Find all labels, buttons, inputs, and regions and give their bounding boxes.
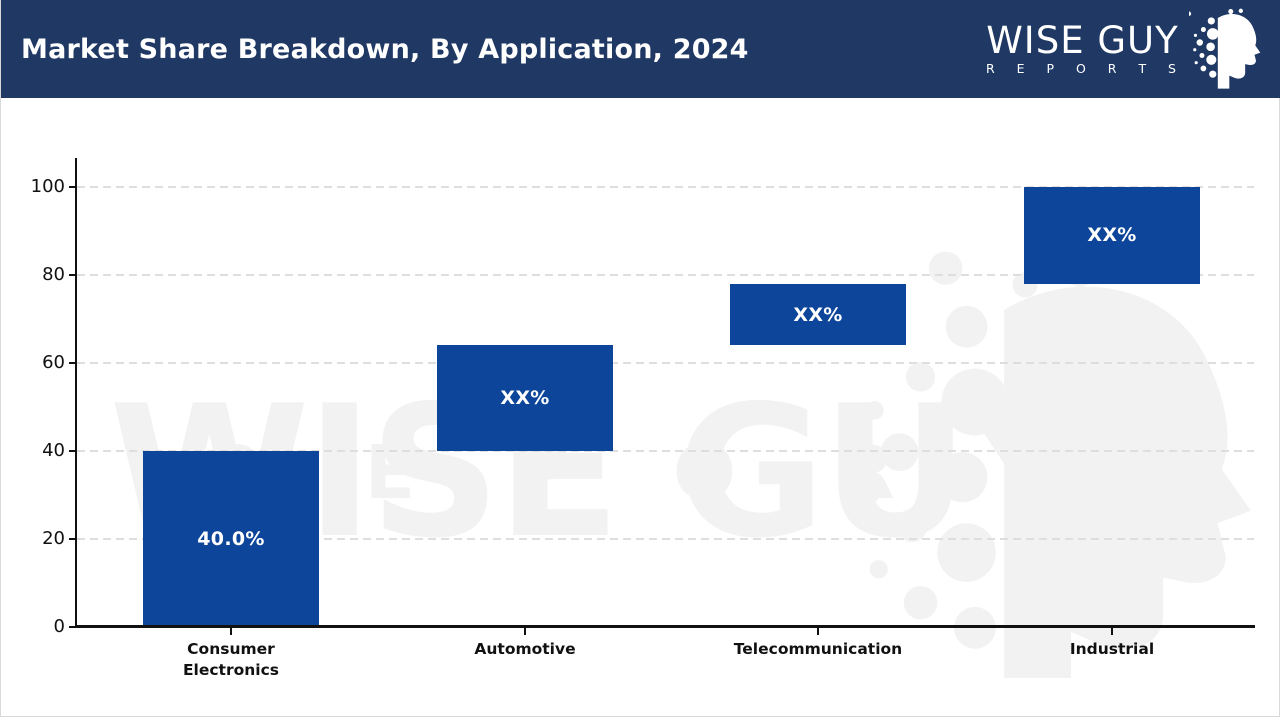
y-axis-tick bbox=[69, 274, 76, 276]
x-axis-line bbox=[75, 625, 1255, 628]
y-axis-line bbox=[75, 158, 77, 628]
brand-subname: R E P O R T S bbox=[985, 61, 1185, 77]
gridline bbox=[77, 450, 1254, 452]
x-axis-tick bbox=[817, 628, 819, 635]
gridline bbox=[77, 186, 1254, 188]
y-tick-label: 0 bbox=[53, 616, 65, 637]
x-axis-tick bbox=[1111, 628, 1113, 635]
y-tick-label: 80 bbox=[42, 264, 65, 285]
bar-telecommunication: XX% bbox=[730, 283, 906, 346]
y-axis-tick bbox=[69, 626, 76, 628]
gridline bbox=[77, 538, 1254, 540]
dotted-head-logo-icon bbox=[1189, 8, 1261, 89]
x-category-label: Automotive bbox=[474, 640, 576, 658]
bar-industrial: XX% bbox=[1024, 187, 1200, 284]
bar-automotive: XX% bbox=[437, 345, 613, 451]
header-bar: Market Share Breakdown, By Application, … bbox=[1, 0, 1280, 98]
watermark-head-icon bbox=[861, 251, 1251, 678]
brand-logo: WISE GUY R E P O R T S bbox=[980, 6, 1261, 92]
bar-value-label: 40.0% bbox=[197, 528, 265, 550]
y-tick-label: 40 bbox=[42, 440, 65, 461]
x-category-label: Telecommunication bbox=[733, 640, 903, 658]
brand-logo-text: WISE GUY R E P O R T S bbox=[980, 22, 1185, 76]
y-axis-tick bbox=[69, 362, 76, 364]
bar-value-label: XX% bbox=[1087, 224, 1137, 247]
brand-name: WISE GUY bbox=[986, 19, 1179, 63]
gridline bbox=[77, 274, 1254, 276]
x-axis-tick bbox=[230, 628, 232, 635]
y-tick-label: 100 bbox=[30, 176, 65, 197]
y-axis-tick bbox=[69, 450, 76, 452]
x-category-label: Industrial bbox=[1069, 640, 1155, 658]
y-tick-label: 20 bbox=[42, 528, 65, 549]
gridline bbox=[77, 362, 1254, 364]
x-category-label: Consumer Electronics bbox=[182, 640, 280, 679]
chart-title: Market Share Breakdown, By Application, … bbox=[21, 33, 749, 65]
y-axis-tick bbox=[69, 186, 76, 188]
y-axis-tick bbox=[69, 538, 76, 540]
x-axis-tick bbox=[524, 628, 526, 635]
bar-value-label: XX% bbox=[500, 387, 550, 410]
bar-consumer-electronics: 40.0% bbox=[143, 451, 319, 627]
bar-value-label: XX% bbox=[793, 303, 843, 326]
y-tick-label: 60 bbox=[42, 352, 65, 373]
